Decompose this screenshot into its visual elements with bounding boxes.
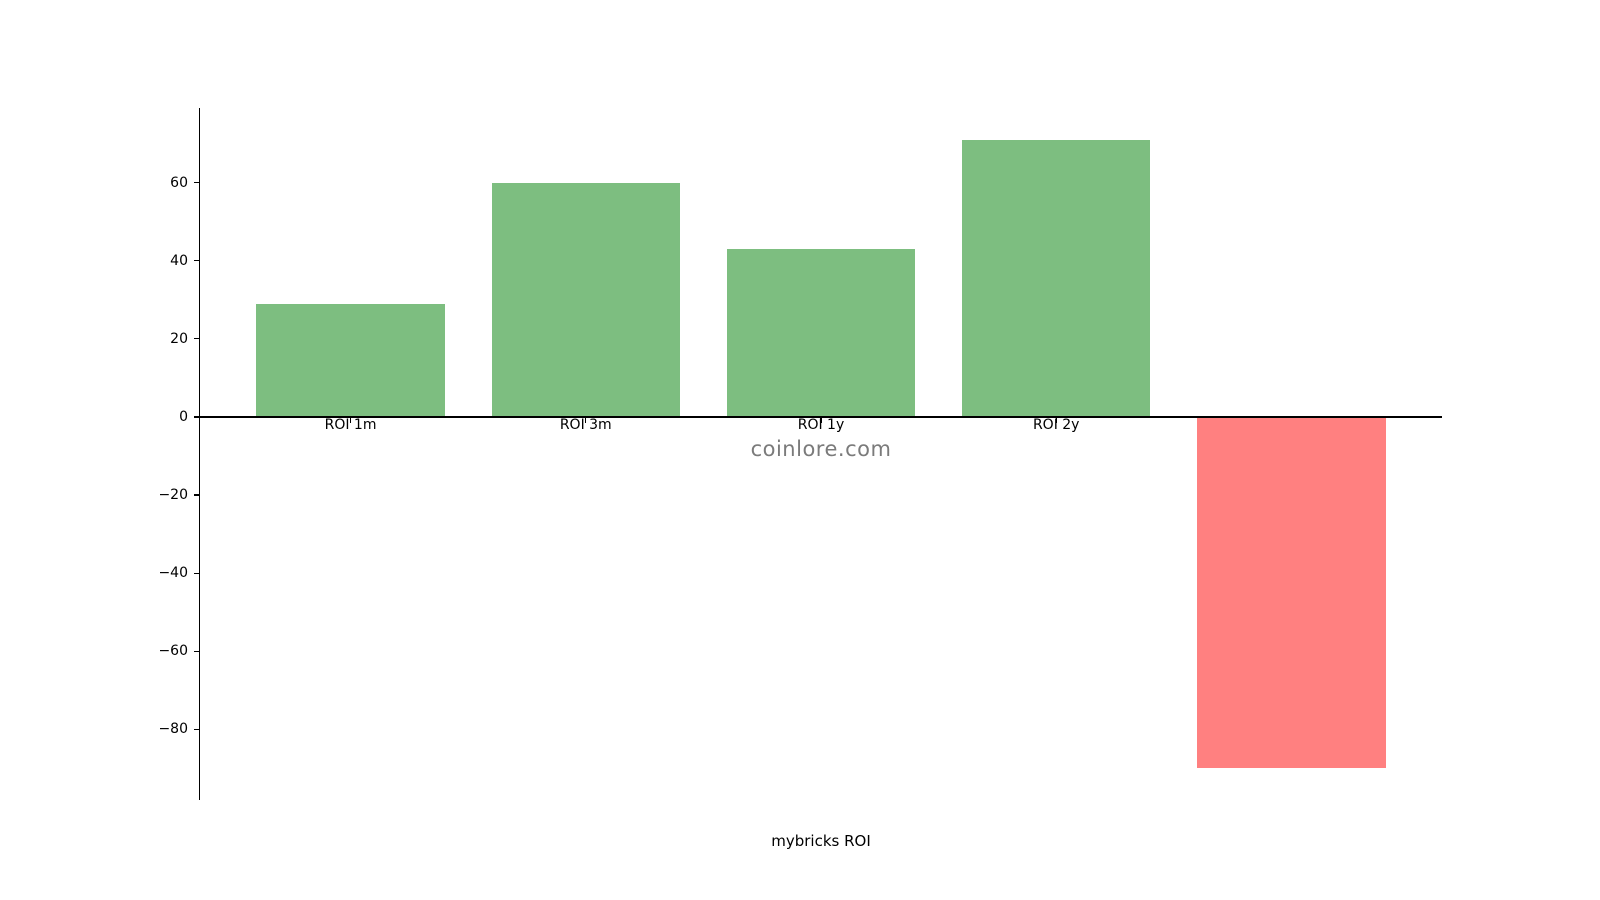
- x-tick-mark: [1055, 416, 1057, 423]
- x-tick-mark: [585, 416, 587, 423]
- watermark-coinlore: coinlore.com: [750, 437, 892, 461]
- y-tick-mark: [193, 338, 200, 340]
- y-tick-label: −40: [158, 565, 188, 582]
- bar-roi-1y: [726, 248, 916, 417]
- y-tick-mark: [193, 416, 200, 418]
- y-tick-label: −20: [158, 487, 188, 503]
- bar-roi-3m: [491, 182, 680, 417]
- y-tick-mark: [193, 494, 200, 496]
- bar-negative: [1197, 416, 1386, 769]
- y-tick-label: 60: [170, 174, 188, 191]
- x-tick-label: ROI 1m: [324, 417, 377, 433]
- bar-roi-1m: [256, 303, 445, 417]
- y-axis-spine: [198, 108, 200, 800]
- x-tick-mark: [349, 416, 352, 423]
- y-tick-label: −80: [158, 721, 188, 738]
- bar-roi-2y: [962, 139, 1151, 417]
- y-tick-label: 40: [170, 252, 188, 269]
- y-tick-mark: [193, 572, 200, 574]
- y-tick-label: 20: [170, 330, 188, 347]
- y-tick-mark: [193, 650, 200, 652]
- y-tick-mark: [193, 181, 200, 184]
- y-tick-label: −60: [158, 643, 188, 660]
- y-tick-mark: [193, 260, 200, 262]
- x-tick-label: ROI 1y: [797, 417, 845, 433]
- y-tick-label: 0: [179, 408, 188, 425]
- x-tick-label: ROI 2y: [1032, 417, 1080, 433]
- y-tick-mark: [193, 728, 200, 730]
- x-tick-label: ROI 3m: [559, 417, 612, 433]
- x-axis-zero-line: [200, 416, 1442, 418]
- chart-xlabel: mybricks ROI: [771, 832, 871, 850]
- x-tick-mark: [820, 416, 822, 423]
